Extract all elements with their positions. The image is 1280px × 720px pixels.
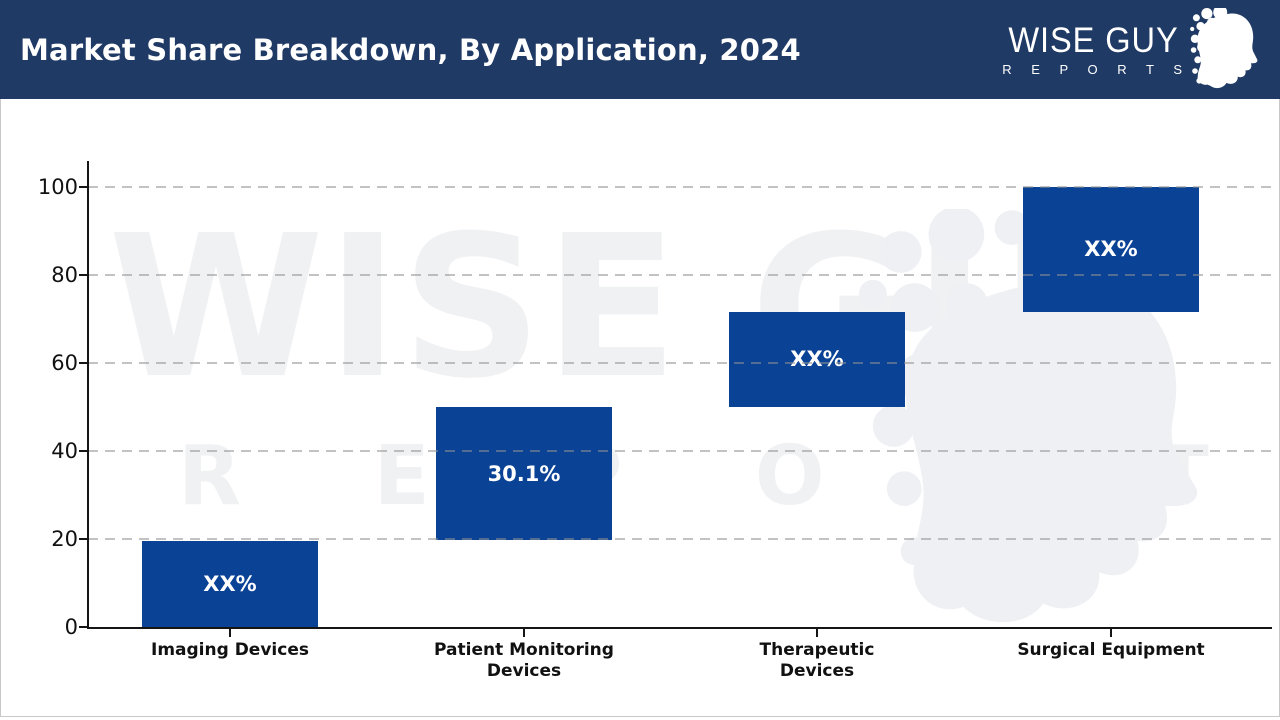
x-category-label: Patient Monitoring Devices bbox=[384, 640, 664, 682]
x-category-label-line: Devices bbox=[486, 661, 562, 681]
y-tick-label: 100 bbox=[37, 175, 78, 199]
logo-subtext: R E P O R T S bbox=[1002, 62, 1190, 77]
x-category-label: Therapeutic Devices bbox=[677, 640, 957, 682]
logo-wordmark: WISE GUY bbox=[1007, 21, 1179, 60]
y-axis-tick bbox=[79, 362, 87, 364]
x-category-label: Imaging Devices bbox=[90, 640, 370, 661]
y-gridline bbox=[88, 538, 1272, 540]
y-tick-label: 20 bbox=[51, 527, 78, 551]
bar-value-label: XX% bbox=[1084, 237, 1138, 262]
x-category-label-line: Devices bbox=[779, 661, 855, 681]
logo-head-icon bbox=[1190, 7, 1258, 88]
bar-segment: XX% bbox=[1023, 187, 1199, 312]
x-category-label: Surgical Equipment bbox=[971, 640, 1251, 661]
x-axis-tick bbox=[816, 629, 818, 637]
y-tick-label: 60 bbox=[51, 351, 78, 375]
x-axis-tick bbox=[1110, 629, 1112, 637]
y-axis-tick bbox=[79, 626, 87, 628]
header-banner: Market Share Breakdown, By Application, … bbox=[0, 0, 1280, 99]
y-gridline bbox=[88, 450, 1272, 452]
x-axis-line bbox=[87, 627, 1272, 629]
bar-segment: XX% bbox=[729, 311, 905, 407]
bar-segment: 30.1% bbox=[436, 407, 612, 540]
x-category-label-line: Therapeutic bbox=[759, 640, 875, 660]
y-tick-label: 0 bbox=[64, 615, 78, 639]
y-axis-tick bbox=[79, 274, 87, 276]
chart-area: WISE GU R E P O R T S XX%30.1%XX%XX%0204… bbox=[0, 99, 1280, 717]
wiseguy-logo: WISE GUY R E P O R T S bbox=[996, 7, 1260, 92]
y-gridline bbox=[88, 274, 1272, 276]
y-gridline bbox=[88, 186, 1272, 188]
bar-value-label: 30.1% bbox=[487, 461, 561, 486]
y-tick-label: 40 bbox=[51, 439, 78, 463]
x-axis-tick bbox=[523, 629, 525, 637]
x-axis-tick bbox=[229, 629, 231, 637]
x-category-label-line: Imaging Devices bbox=[151, 640, 309, 660]
y-axis-line bbox=[87, 161, 89, 629]
y-axis-tick bbox=[79, 538, 87, 540]
bar-segment: XX% bbox=[142, 541, 318, 627]
logo-wordmark-block: WISE GUY R E P O R T S bbox=[996, 23, 1190, 76]
y-axis-tick bbox=[79, 450, 87, 452]
y-gridline bbox=[88, 362, 1272, 364]
bar-value-label: XX% bbox=[790, 347, 844, 372]
watermark-head-icon bbox=[858, 209, 1198, 623]
y-tick-label: 80 bbox=[51, 263, 78, 287]
chart-title: Market Share Breakdown, By Application, … bbox=[20, 32, 801, 67]
x-category-label-line: Patient Monitoring bbox=[434, 640, 614, 660]
bar-value-label: XX% bbox=[203, 572, 257, 597]
x-category-label-line: Surgical Equipment bbox=[1017, 640, 1205, 660]
y-axis-tick bbox=[79, 186, 87, 188]
